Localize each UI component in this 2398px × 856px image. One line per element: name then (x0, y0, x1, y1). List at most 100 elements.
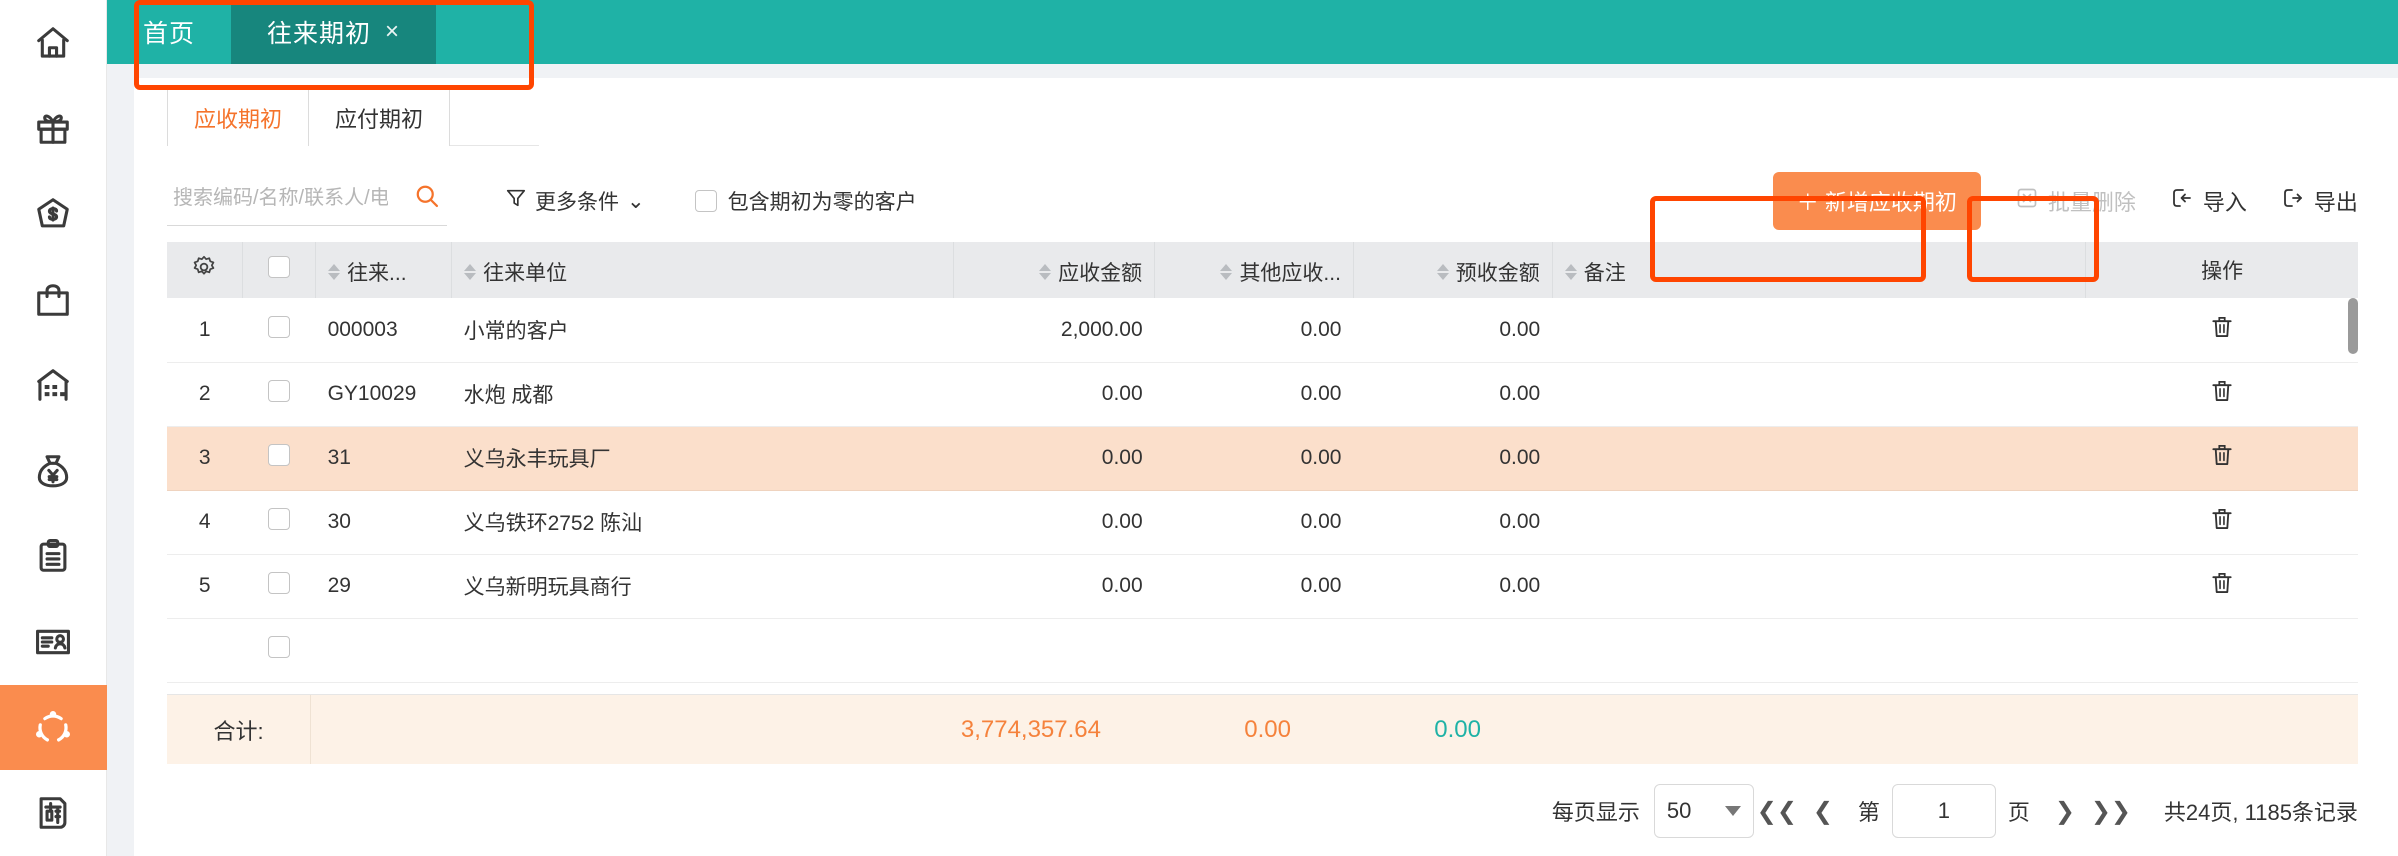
cell-action[interactable] (2085, 362, 2358, 427)
cell-code: 29 (315, 554, 452, 619)
sidebar-item-gift[interactable] (0, 86, 107, 172)
row-checkbox-cell[interactable] (242, 426, 316, 491)
table-row-partial[interactable] (167, 618, 2358, 683)
prev-page-icon[interactable]: ❮ (1812, 797, 1833, 825)
row-checkbox[interactable] (267, 315, 290, 338)
column-header-note[interactable]: 备注 (1552, 242, 2087, 298)
table-row[interactable]: 1 000003 小常的客户 2,000.00 0.00 0.00 (167, 298, 2358, 363)
cell-note (1552, 490, 2086, 555)
table-row[interactable]: 2 GY10029 水炮 成都 0.00 0.00 0.00 (167, 362, 2358, 427)
include-zero-checkbox[interactable]: 包含期初为零的客户 (694, 186, 917, 216)
sort-icon[interactable] (328, 264, 341, 280)
sidebar-item-home[interactable] (0, 0, 107, 86)
search-icon[interactable] (413, 182, 441, 215)
trash-icon[interactable] (2209, 316, 2235, 345)
table-row[interactable]: 3 31 义乌永丰玩具厂 0.00 0.00 0.00 (167, 426, 2358, 491)
trash-icon[interactable] (2209, 445, 2235, 473)
cell-prepaid: 0.00 (1353, 298, 1553, 363)
column-header-receivable[interactable]: 应收金额 (953, 242, 1156, 298)
sidebar-item-report[interactable] (0, 514, 107, 600)
page-input[interactable] (1891, 784, 1996, 838)
cell-action[interactable] (2085, 618, 2358, 683)
column-header-prepaid[interactable]: 预收金额 (1353, 242, 1553, 298)
sidebar-item-purchase[interactable] (0, 257, 107, 343)
row-index: 2 (167, 362, 243, 427)
trash-icon[interactable] (2209, 573, 2235, 601)
row-checkbox-cell[interactable] (242, 362, 316, 427)
row-checkbox[interactable] (267, 444, 290, 466)
column-header-action-label: 操作 (2201, 260, 2244, 283)
cell-action[interactable] (2085, 554, 2358, 619)
batch-delete-button[interactable]: 批量删除 (2015, 185, 2136, 217)
cell-unit: 义乌永丰玩具厂 (451, 426, 954, 491)
row-checkbox-cell[interactable] (242, 298, 316, 363)
sidebar-item-new[interactable] (0, 770, 107, 856)
column-header-receivable-label: 应收金额 (1058, 262, 1143, 285)
table-row[interactable]: 5 29 义乌新明玩具商行 0.00 0.00 0.00 (167, 554, 2358, 619)
search-box[interactable] (167, 176, 447, 226)
column-header-other[interactable]: 其他应收... (1154, 242, 1354, 298)
trash-icon[interactable] (2209, 381, 2235, 409)
sidebar-item-current-active[interactable] (0, 684, 107, 771)
cell-action[interactable] (2085, 490, 2358, 555)
sort-icon[interactable] (1039, 264, 1052, 280)
sidebar-item-finance[interactable] (0, 428, 107, 514)
search-input[interactable] (173, 187, 388, 210)
select-all-checkbox[interactable] (267, 256, 290, 278)
gift-icon (34, 109, 72, 147)
cell-code: GY10029 (315, 362, 452, 427)
row-checkbox-cell[interactable] (242, 618, 316, 683)
select-all-cell[interactable] (242, 242, 317, 298)
column-header-code[interactable]: 往来... (315, 242, 453, 298)
table-scrollbar-thumb[interactable] (2347, 298, 2358, 354)
clipboard-icon (34, 537, 72, 575)
row-checkbox-cell[interactable] (242, 554, 316, 619)
sidebar-item-warehouse[interactable] (0, 342, 107, 428)
more-conditions-button[interactable]: 更多条件 ⌄ (505, 186, 645, 216)
sidebar-item-contacts[interactable] (0, 599, 107, 685)
next-page-icon[interactable]: ❯ (2054, 797, 2075, 825)
cell-action[interactable] (2085, 298, 2358, 363)
page-suffix-label: 页 (2007, 800, 2030, 825)
subtabs: 应收期初 应付期初 (167, 88, 539, 146)
row-checkbox[interactable] (267, 380, 290, 402)
table-row[interactable]: 4 30 义乌铁环2752 陈汕 0.00 0.00 0.00 (167, 490, 2358, 555)
sort-icon[interactable] (1220, 264, 1233, 280)
row-checkbox[interactable] (267, 572, 290, 594)
column-header-code-label: 往来... (347, 262, 407, 285)
subtab-receivable-initial[interactable]: 应收期初 (167, 89, 310, 146)
trash-icon[interactable] (2209, 509, 2235, 537)
per-page-select[interactable]: 50 (1653, 784, 1754, 838)
sort-icon[interactable] (464, 264, 477, 280)
cell-note (1552, 426, 2086, 491)
row-index: 3 (167, 426, 243, 491)
import-icon (2170, 186, 2194, 216)
sort-icon[interactable] (1564, 264, 1577, 280)
export-button[interactable]: 导出 (2281, 185, 2358, 217)
house-dollar-icon (34, 195, 72, 233)
row-checkbox[interactable] (267, 636, 290, 658)
table-body: 1 000003 小常的客户 2,000.00 0.00 0.00 (167, 298, 2358, 683)
first-page-icon[interactable]: ❮❮ (1756, 797, 1797, 825)
row-checkbox-cell[interactable] (242, 490, 316, 555)
import-button[interactable]: 导入 (2170, 185, 2247, 217)
row-checkbox[interactable] (267, 508, 290, 530)
cell-code: 31 (315, 426, 452, 491)
shopping-bag-icon (34, 281, 72, 319)
tab-home[interactable]: 首页 (107, 0, 231, 64)
sort-icon[interactable] (1436, 264, 1449, 280)
cell-other: 0.00 (1154, 362, 1354, 427)
totals-prepaid: 0.00 (1434, 715, 1481, 743)
column-header-unit[interactable]: 往来单位 (451, 242, 955, 298)
tab-current-initial[interactable]: 往来期初 × (231, 0, 437, 64)
checkbox-icon[interactable] (694, 190, 717, 212)
sidebar-item-sales[interactable] (0, 171, 107, 257)
close-icon[interactable]: × (385, 18, 401, 45)
money-bag-yuan-icon (34, 452, 72, 490)
column-settings-cell[interactable] (167, 242, 243, 298)
last-page-icon[interactable]: ❯❯ (2090, 797, 2132, 825)
cell-action[interactable] (2085, 426, 2358, 491)
subtab-payable-initial[interactable]: 应付期初 (309, 89, 451, 146)
gear-icon[interactable] (191, 255, 217, 285)
add-receivable-initial-button[interactable]: ＋ 新增应收期初 (1772, 172, 1981, 230)
